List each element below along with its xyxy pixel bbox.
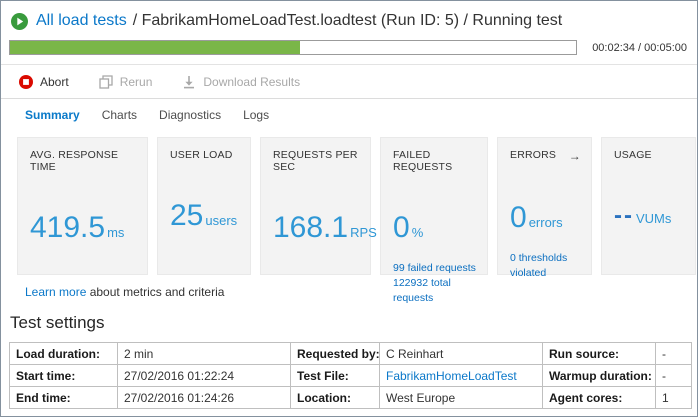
test-settings-table: Load duration: 2 min Requested by: C Rei…	[9, 342, 692, 409]
setting-value-start-time: 27/02/2016 01:22:24	[117, 364, 291, 387]
setting-label: End time:	[9, 386, 118, 409]
total-requests-count: 122932 total requests	[393, 277, 451, 305]
setting-label: Location:	[290, 386, 380, 409]
card-title-text: REQUESTS PER SEC	[273, 149, 358, 173]
metric-value: 419.5 ms	[30, 213, 137, 243]
metric-value: 25 users	[170, 201, 240, 231]
progress-bar	[9, 40, 577, 55]
failed-requests-count: 99 failed requests	[393, 262, 476, 274]
metric-unit: VUMs	[635, 211, 672, 226]
setting-value-run-source: -	[655, 342, 692, 365]
table-row: End time: 27/02/2016 01:24:26 Location: …	[9, 386, 692, 409]
card-avg-response-time: AVG. RESPONSE TIME 419.5 ms	[17, 137, 148, 275]
card-title: USER LOAD	[170, 149, 240, 161]
download-results-button[interactable]: Download Results	[182, 75, 300, 89]
running-status-play-icon	[11, 12, 28, 30]
tab-bar: Summary Charts Diagnostics Logs	[1, 99, 697, 131]
run-progress-row: 00:02:34 / 00:05:00	[1, 34, 697, 55]
setting-value-location: West Europe	[379, 386, 543, 409]
metric-number: 25	[170, 199, 204, 232]
toolbar: Abort Rerun Download Results	[1, 65, 697, 98]
setting-value-end-time: 27/02/2016 01:24:26	[117, 386, 291, 409]
progress-time-label: 00:02:34 / 00:05:00	[592, 41, 687, 54]
metric-value: 0 errors	[510, 203, 581, 233]
metric-unit: RPS	[350, 225, 377, 240]
rerun-button-label: Rerun	[119, 74, 153, 89]
learn-more-text: about metrics and criteria	[86, 285, 225, 299]
tab-summary[interactable]: Summary	[25, 108, 80, 122]
metric-number: 0	[510, 201, 527, 234]
metric-number: 168.1	[273, 211, 349, 244]
metric-value: 168.1 RPS	[273, 211, 377, 244]
card-usage: USAGE -- VUMs	[601, 137, 696, 275]
setting-value-test-file: FabrikamHomeLoadTest	[379, 364, 543, 387]
tab-diagnostics[interactable]: Diagnostics	[159, 108, 222, 122]
card-title-text: USER LOAD	[170, 149, 233, 161]
abort-button[interactable]: Abort	[19, 74, 69, 89]
card-failed-requests: FAILED REQUESTS 0% 99 failed requests 12…	[380, 137, 488, 304]
divider	[1, 64, 697, 65]
card-title: REQUESTS PER SEC	[273, 149, 360, 173]
metric-unit: users	[205, 213, 238, 228]
download-icon	[184, 75, 195, 88]
rerun-button[interactable]: Rerun	[99, 74, 153, 89]
setting-label: Agent cores:	[542, 386, 656, 409]
breadcrumb-all-load-tests-link[interactable]: All load tests	[36, 12, 127, 29]
metric-number: --	[614, 202, 634, 229]
thresholds-violated-count: 0 thresholds violated	[510, 252, 568, 280]
card-title: FAILED REQUESTS	[393, 149, 477, 173]
card-title-text: AVG. RESPONSE TIME	[30, 149, 119, 173]
errors-details: 0 thresholds violated	[510, 251, 581, 281]
card-errors: ERRORS → 0 errors 0 thresholds violated	[497, 137, 592, 279]
test-settings-table-wrap: Load duration: 2 min Requested by: C Rei…	[1, 333, 697, 409]
card-title: AVG. RESPONSE TIME	[30, 149, 137, 173]
failed-requests-details: 99 failed requests 122932 total requests	[393, 261, 477, 307]
metric-unit: errors	[528, 215, 563, 230]
setting-label: Run source:	[542, 342, 656, 365]
card-requests-per-sec: REQUESTS PER SEC 168.1 RPS	[260, 137, 377, 275]
setting-value-requested-by: C Reinhart	[379, 342, 543, 365]
tab-charts[interactable]: Charts	[101, 108, 138, 122]
card-title-text: FAILED REQUESTS	[393, 149, 453, 173]
metric-number: 419.5	[30, 211, 106, 244]
metric-unit: %	[411, 225, 424, 240]
metric-unit: ms	[107, 225, 125, 240]
breadcrumb-trail: / FabrikamHomeLoadTest.loadtest (Run ID:…	[132, 12, 563, 29]
metric-cards: AVG. RESPONSE TIME 419.5 ms USER LOAD 25 u…	[1, 131, 697, 304]
card-user-load: USER LOAD 25 users	[157, 137, 251, 275]
divider	[1, 98, 697, 99]
setting-label: Warmup duration:	[542, 364, 656, 387]
abort-stop-icon	[19, 74, 33, 89]
card-title-text: USAGE	[614, 149, 652, 161]
rerun-icon	[99, 74, 113, 89]
learn-more-row: Learn more about metrics and criteria	[1, 275, 697, 299]
setting-value-warmup-duration: -	[655, 364, 692, 387]
setting-label: Start time:	[9, 364, 118, 387]
progress-bar-fill	[10, 41, 301, 54]
tab-logs[interactable]: Logs	[243, 108, 270, 122]
test-settings-heading: Test settings	[10, 313, 105, 332]
table-row: Start time: 27/02/2016 01:22:24 Test Fil…	[9, 364, 692, 387]
metric-number: 0	[393, 211, 410, 244]
download-results-label: Download Results	[203, 74, 301, 89]
card-title: ERRORS →	[510, 149, 581, 163]
metric-value: 0%	[393, 213, 477, 243]
breadcrumb: All load tests / FabrikamHomeLoadTest.lo…	[1, 1, 697, 34]
metric-value: -- VUMs	[614, 201, 685, 231]
setting-label: Test File:	[290, 364, 380, 387]
card-title: USAGE	[614, 149, 685, 161]
setting-label: Requested by:	[290, 342, 380, 365]
setting-value-agent-cores: 1	[655, 386, 692, 409]
setting-value-load-duration: 2 min	[117, 342, 291, 365]
test-file-link[interactable]: FabrikamHomeLoadTest	[386, 368, 517, 383]
learn-more-link[interactable]: Learn more	[25, 285, 87, 299]
setting-label: Load duration:	[9, 342, 118, 365]
abort-button-label: Abort	[40, 74, 69, 89]
card-title-text: ERRORS	[510, 149, 557, 161]
errors-detail-arrow-icon[interactable]: →	[568, 149, 581, 163]
table-row: Load duration: 2 min Requested by: C Rei…	[9, 342, 692, 365]
